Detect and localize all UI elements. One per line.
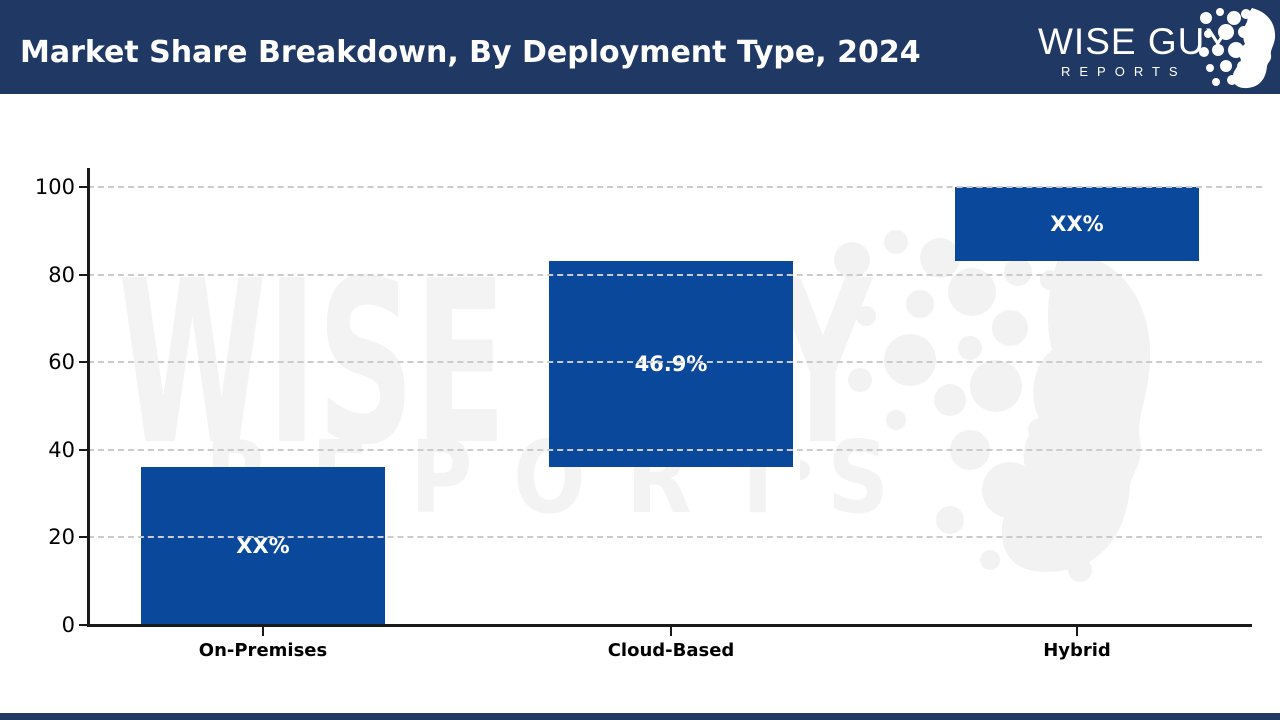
y-tick-label: 20 [48,525,75,550]
bar-cloud-based: 46.9% [549,261,793,467]
chart-title: Market Share Breakdown, By Deployment Ty… [20,35,921,70]
x-tick-mark [262,627,264,636]
y-tick-mark [79,273,87,276]
bar-on-premises: XX% [141,466,385,625]
y-tick-mark [79,361,87,364]
brand-logo-subtext: REPORTS [1061,64,1187,79]
header-bar: Market Share Breakdown, By Deployment Ty… [0,0,1280,94]
y-tick-label: 100 [34,175,75,200]
y-tick-label: 60 [48,350,75,375]
y-tick-mark [79,186,87,189]
footer-bar [0,713,1280,720]
y-axis-line [87,168,90,627]
x-axis-line [87,624,1252,627]
y-tick-label: 0 [61,613,75,637]
y-tick-mark [79,624,87,626]
y-gridline [88,448,1262,451]
y-tick-label: 80 [48,262,75,287]
y-gridline [88,361,1262,364]
brand-logo-face-icon [1199,8,1276,89]
y-gridline [88,186,1262,189]
category-label: On-Premises [198,640,328,661]
y-gridline [88,536,1262,539]
category-label: Cloud-Based [607,640,735,661]
y-tick-mark [79,536,87,539]
x-tick-mark [1076,627,1078,636]
bar-hybrid: XX% [955,187,1199,262]
category-label: Hybrid [1043,640,1111,661]
bar-value-label: XX% [1050,212,1104,237]
brand-logo-wordmark: WISE GUY [1038,21,1232,62]
y-tick-mark [79,448,87,451]
brand-logo: WISE GUY REPORTS [1030,0,1280,94]
y-tick-label: 40 [48,437,75,462]
y-gridline [88,273,1262,276]
x-tick-mark [670,627,672,636]
bar-value-label: 46.9% [634,351,708,376]
